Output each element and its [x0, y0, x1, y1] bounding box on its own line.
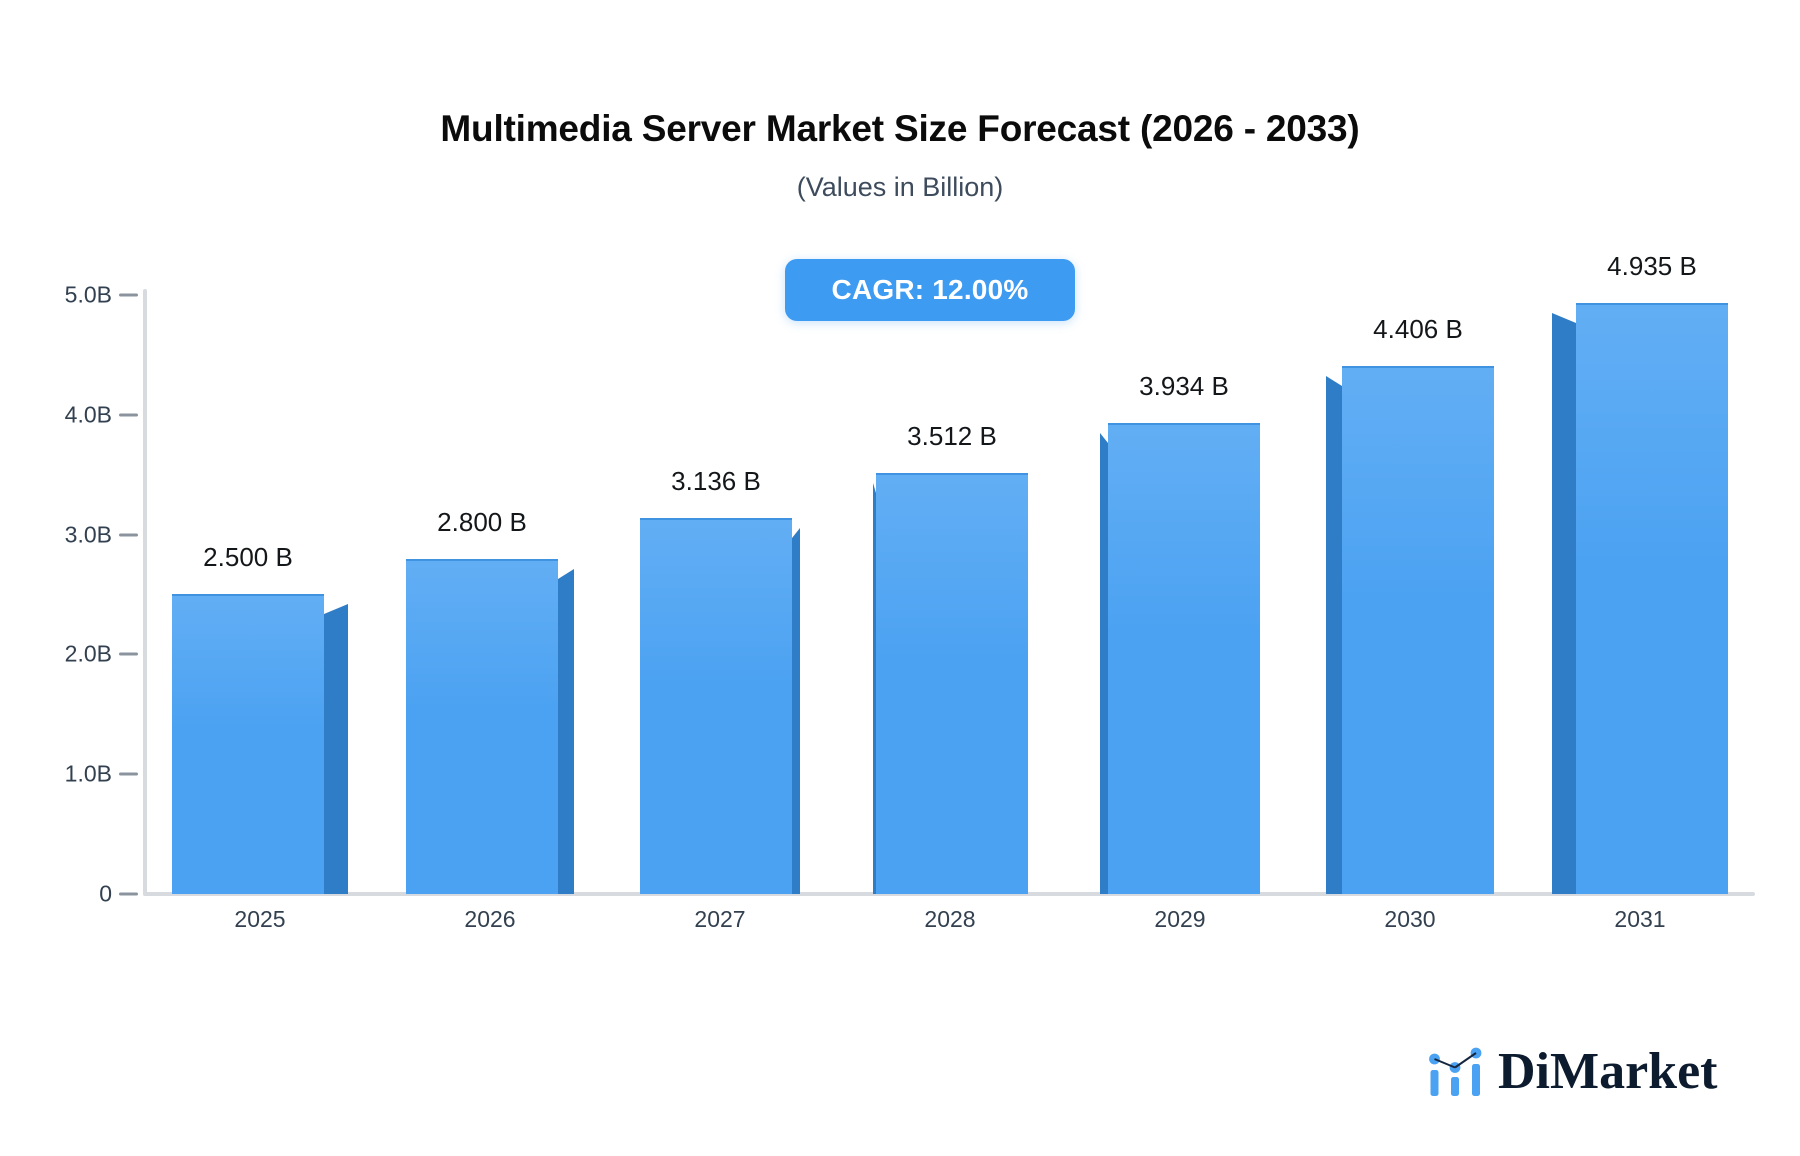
- bar-value-label: 3.934 B: [1139, 371, 1229, 401]
- x-axis-tick-label: 2025: [234, 906, 286, 932]
- brand-wordmark: DiMarket: [1498, 1043, 1718, 1100]
- bar-side-face: [873, 483, 876, 894]
- bar-front-face: [172, 594, 324, 894]
- y-axis-tick-mark: [119, 772, 138, 776]
- bar-front-face: [1576, 303, 1728, 894]
- bar-front-face: [1108, 423, 1260, 894]
- x-axis-tick-label: 2031: [1614, 906, 1666, 932]
- y-axis-tick-mark: [119, 413, 138, 417]
- x-axis-tick-label: 2028: [924, 906, 976, 932]
- y-axis-line: [143, 289, 147, 896]
- bar-side-face: [558, 569, 574, 894]
- x-axis-line: [143, 892, 1755, 896]
- y-axis-tick-label: 3.0B: [64, 521, 112, 548]
- chart-title: Multimedia Server Market Size Forecast (…: [440, 108, 1360, 149]
- bar-side-face: [1552, 313, 1576, 894]
- y-axis-tick-label: 5.0B: [64, 281, 112, 308]
- bar-side-face: [324, 604, 348, 894]
- bar-side-face: [792, 528, 800, 894]
- bar-value-label: 4.935 B: [1607, 251, 1697, 281]
- bar-value-label: 4.406 B: [1373, 314, 1463, 344]
- x-axis-tick-label: 2027: [694, 906, 746, 932]
- y-axis-tick-mark: [119, 293, 138, 297]
- cagr-badge-label: CAGR: 12.00%: [831, 274, 1029, 305]
- y-axis-tick-mark: [119, 652, 138, 656]
- bar-front-face: [640, 518, 792, 894]
- x-axis-tick-label: 2026: [464, 906, 516, 932]
- y-axis-tick-mark: [119, 533, 138, 537]
- bar-value-label: 3.512 B: [907, 421, 997, 451]
- bar-value-label: 2.800 B: [437, 507, 527, 537]
- y-axis-tick-label: 2.0B: [64, 640, 112, 667]
- brand-logo: DiMarket: [1428, 1046, 1717, 1098]
- chart-header: Multimedia Server Market Size Forecast (…: [0, 0, 1800, 203]
- y-axis-tick-label: 4.0B: [64, 401, 112, 428]
- x-axis-tick-label: 2029: [1154, 906, 1206, 932]
- bar-chart-dots-icon: [1429, 1047, 1482, 1096]
- cagr-badge: CAGR: 12.00%: [785, 259, 1075, 321]
- bar-value-label: 2.500 B: [203, 542, 293, 572]
- bar-front-face: [876, 473, 1028, 894]
- chart-subtitle: (Values in Billion): [796, 172, 1004, 202]
- bar-side-face: [1100, 433, 1108, 894]
- x-axis-tick-label: 2030: [1384, 906, 1436, 932]
- bar-value-label: 3.136 B: [671, 466, 761, 496]
- bar-front-face: [406, 559, 558, 894]
- y-axis-tick-label: 0: [99, 880, 112, 907]
- bar-front-face: [1342, 366, 1494, 894]
- y-axis-tick-mark: [119, 892, 138, 896]
- bar-side-face: [1326, 376, 1342, 894]
- y-axis-tick-label: 1.0B: [64, 760, 112, 787]
